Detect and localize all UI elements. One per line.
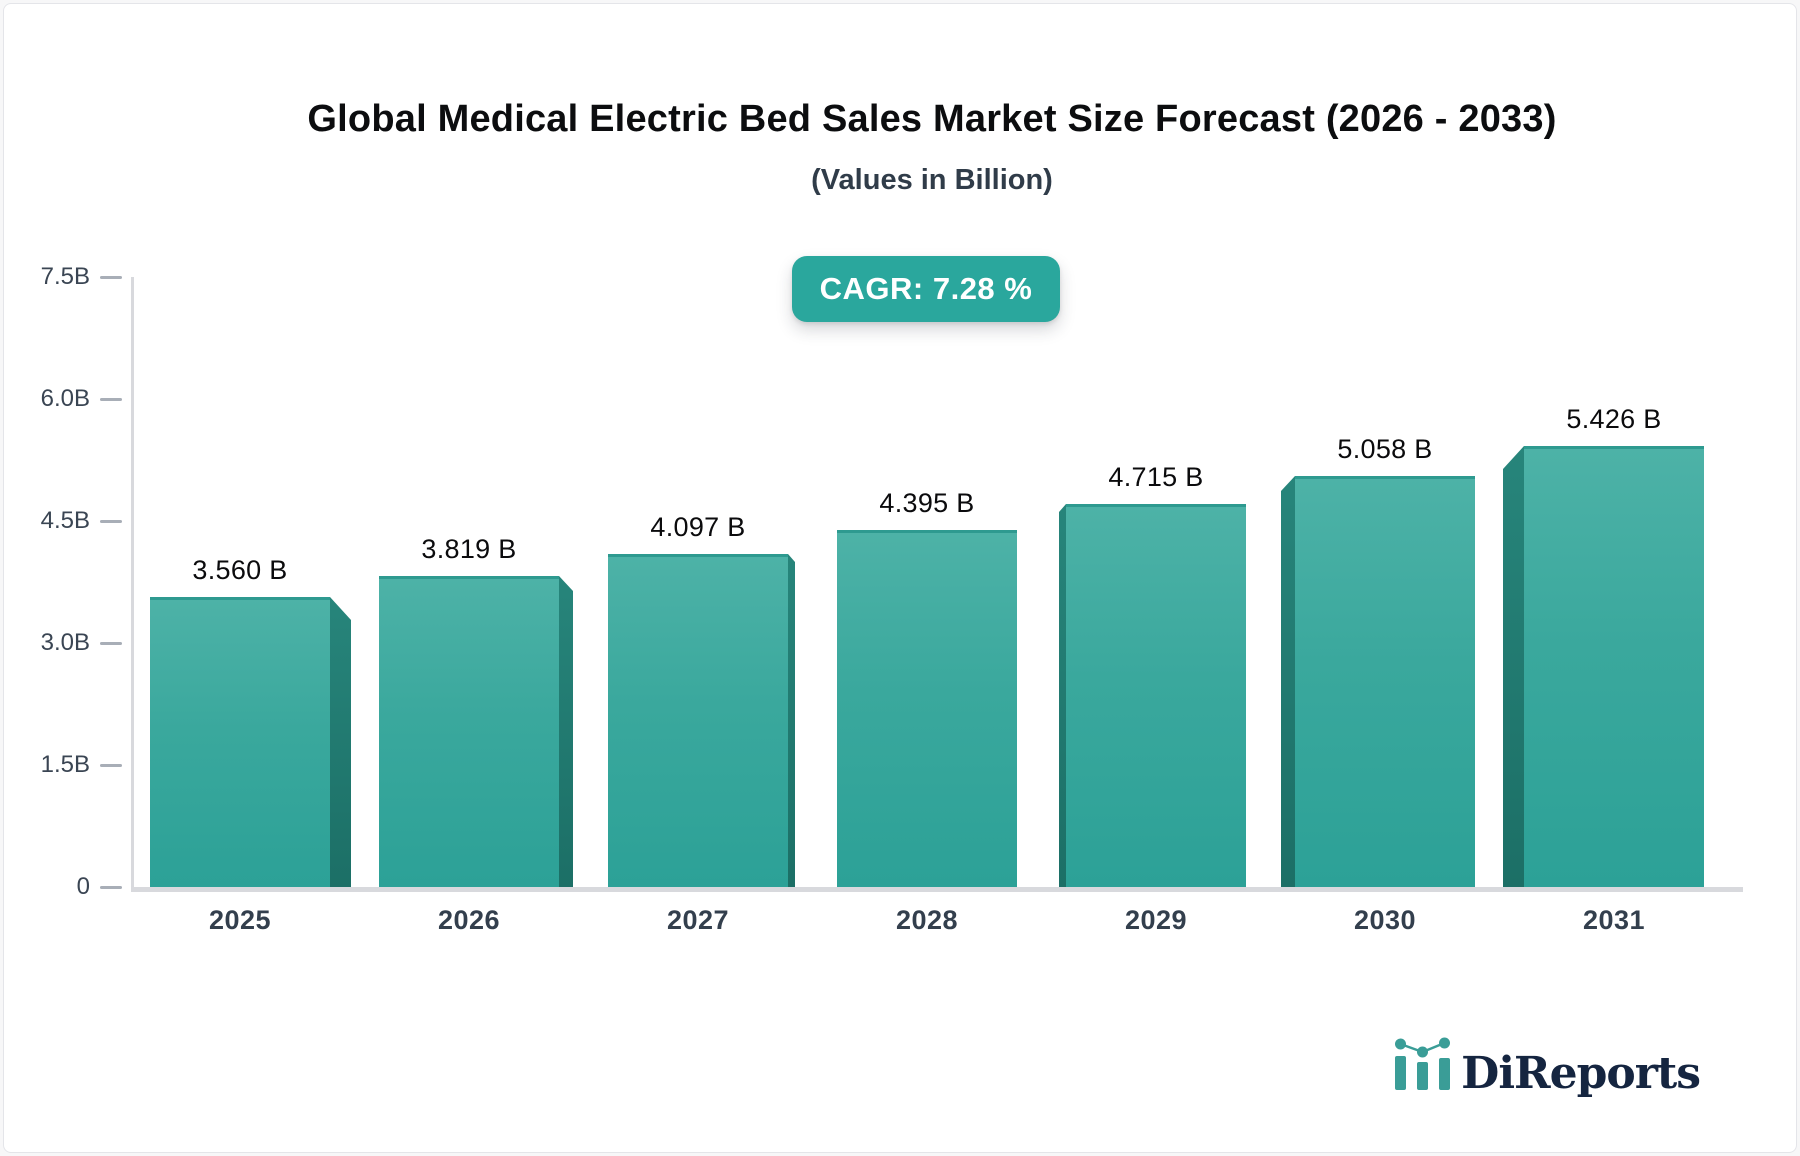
x-axis-label: 2028 [895,905,959,935]
bar [150,597,330,887]
chart-subtitle: (Values in Billion) [811,164,1053,196]
y-tick-label: 4.5B [40,507,90,534]
x-axis-label: 2029 [1124,905,1188,935]
x-axis-line [131,887,1743,892]
bar [1066,504,1246,887]
x-axis-label: 2027 [666,905,730,935]
chart-title: Global Medical Electric Bed Sales Market… [307,98,1557,140]
y-tick-label: 3.0B [40,629,90,656]
x-axis-label: 2030 [1353,905,1417,935]
chart-card: Global Medical Electric Bed Sales Market… [3,3,1797,1153]
bar-value-label: 4.395 B [879,488,975,518]
bar-3d-side [1281,476,1295,887]
cagr-badge-label: CAGR: 7.28 % [819,271,1033,306]
bar-value-label: 4.097 B [650,512,746,542]
bar [1524,446,1704,887]
y-axis-line [131,277,134,892]
bar-3d-side [1059,504,1066,887]
plot-area: 0 1.5B 3.0B 4.5B 6.0B 7.5B 3.560 B 3.819 B 4.09… [4,4,1796,1152]
x-axis-label: 2025 [208,905,272,935]
y-tick-dash [100,397,122,401]
bar [837,530,1017,887]
y-tick-dash [100,641,122,645]
x-axis-label: 2026 [437,905,501,935]
y-tick-label: 1.5B [40,751,90,778]
y-tick-label: 0 [76,873,90,900]
cagr-badge: CAGR: 7.28 % [792,256,1060,322]
y-tick-dash [100,763,122,767]
y-tick-label: 7.5B [40,263,90,290]
bar-3d-side [559,576,573,887]
bar-line-chart-icon [1395,1037,1451,1090]
x-axis-label: 2031 [1582,905,1646,935]
bar-value-label: 3.560 B [192,555,288,585]
y-tick-dash [100,519,122,523]
bar-3d-side [788,554,795,887]
bar-3d-side [330,597,351,887]
y-tick-label: 6.0B [40,385,90,412]
y-tick-dash [100,885,122,889]
bar-3d-side [1503,446,1524,887]
bar-value-label: 3.819 B [421,534,517,564]
bar [379,576,559,887]
bar-value-label: 5.058 B [1337,434,1433,464]
bar [1295,476,1475,887]
y-tick-dash [100,275,122,279]
bar-value-label: 4.715 B [1108,462,1204,492]
logo-text: DiReports [1461,1048,1701,1099]
bar-value-label: 5.426 B [1566,404,1662,434]
bar [608,554,788,887]
direports-logo: DiReports [1393,1036,1701,1099]
